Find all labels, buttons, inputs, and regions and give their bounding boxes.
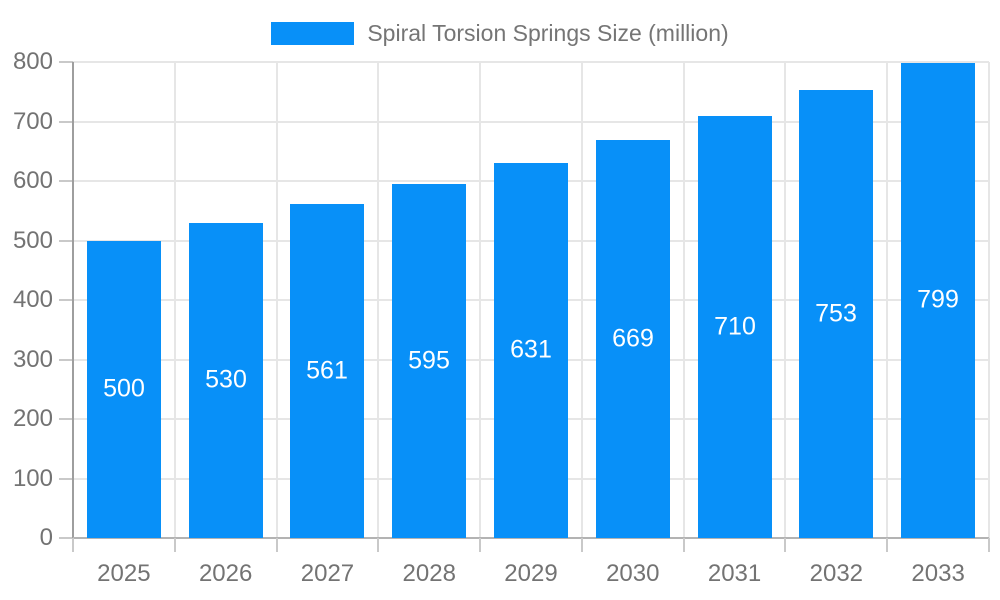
- bar[interactable]: 500: [87, 240, 161, 538]
- bar[interactable]: 595: [392, 183, 466, 538]
- x-gridline: [479, 62, 482, 538]
- x-gridline: [784, 62, 787, 538]
- bar-value-label: 500: [103, 374, 145, 403]
- legend-label[interactable]: Spiral Torsion Springs Size (million): [367, 20, 729, 46]
- bar-value-label: 595: [408, 346, 450, 375]
- x-axis-label: 2033: [911, 560, 965, 587]
- x-axis-label: 2031: [707, 560, 762, 587]
- x-axis-label: 2027: [300, 560, 355, 587]
- x-axis-line: [73, 537, 989, 539]
- x-axis-label: 2026: [198, 560, 253, 587]
- y-tick: [59, 418, 73, 420]
- bar-value-label: 753: [815, 299, 857, 328]
- bar[interactable]: 799: [901, 62, 975, 538]
- x-tick: [479, 538, 482, 552]
- x-gridline: [886, 62, 889, 538]
- y-tick: [59, 239, 73, 242]
- x-axis-label: 2030: [606, 560, 660, 587]
- x-axis-label: 2032: [809, 560, 864, 587]
- x-axis-label: 2025: [97, 560, 151, 587]
- bar-value-label: 669: [612, 324, 654, 353]
- y-tick: [59, 477, 73, 480]
- x-gridline: [682, 62, 685, 538]
- y-axis-label: 200: [12, 405, 53, 432]
- legend[interactable]: Spiral Torsion Springs Size (million): [0, 19, 1000, 47]
- bar[interactable]: 669: [596, 139, 670, 538]
- x-tick: [580, 538, 583, 552]
- y-axis-label: 0: [39, 524, 53, 551]
- y-gridline: [73, 120, 989, 123]
- y-axis-label: 500: [12, 226, 53, 254]
- bar[interactable]: 530: [189, 222, 263, 538]
- x-gridline: [988, 62, 990, 538]
- x-axis-label: 2028: [402, 560, 456, 587]
- x-gridline: [580, 62, 583, 538]
- y-axis-line: [72, 62, 74, 552]
- bar-value-label: 799: [917, 285, 959, 314]
- bar-value-label: 710: [714, 312, 756, 341]
- bar-value-label: 631: [510, 335, 552, 364]
- y-axis-label: 800: [12, 48, 53, 75]
- y-axis-label: 700: [12, 107, 53, 135]
- x-axis-label: 2029: [504, 560, 558, 587]
- y-axis-label: 400: [12, 286, 53, 313]
- x-tick: [72, 538, 74, 552]
- bar-value-label: 530: [205, 365, 247, 394]
- x-tick: [784, 538, 787, 552]
- x-tick: [886, 538, 889, 552]
- x-tick: [275, 538, 278, 552]
- x-tick: [988, 538, 990, 552]
- y-tick: [59, 61, 73, 63]
- y-tick: [59, 358, 73, 361]
- y-axis-label: 300: [12, 345, 53, 373]
- bar-value-label: 561: [306, 356, 348, 385]
- y-tick: [59, 120, 73, 123]
- x-tick: [377, 538, 380, 552]
- y-axis-label: 600: [12, 167, 53, 194]
- bar[interactable]: 753: [799, 89, 873, 538]
- y-axis-label: 100: [12, 464, 53, 492]
- bar[interactable]: 631: [494, 162, 568, 538]
- y-tick: [59, 537, 73, 539]
- x-tick: [173, 538, 176, 552]
- x-gridline: [173, 62, 176, 538]
- x-tick: [682, 538, 685, 552]
- y-tick: [59, 299, 73, 301]
- y-tick: [59, 180, 73, 182]
- x-gridline: [275, 62, 278, 538]
- bar[interactable]: 561: [290, 204, 364, 538]
- x-gridline: [377, 62, 380, 538]
- legend-swatch[interactable]: [271, 21, 355, 45]
- y-gridline: [73, 61, 989, 63]
- bar[interactable]: 710: [698, 115, 772, 538]
